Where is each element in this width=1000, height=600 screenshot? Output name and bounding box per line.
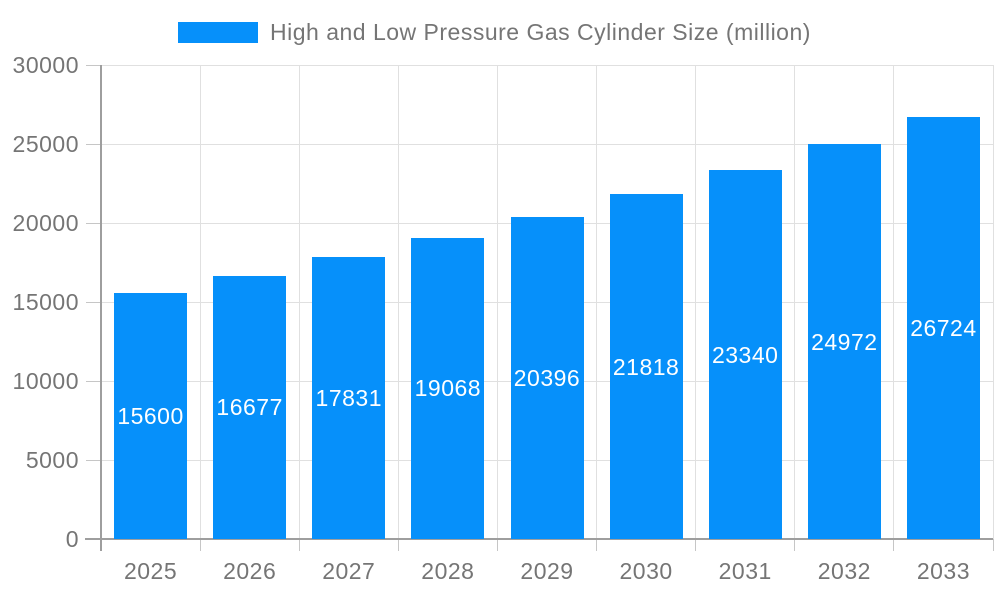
bar-value-label: 15600 [117,402,184,429]
x-tick [397,539,399,551]
chart-legend: High and Low Pressure Gas Cylinder Size … [178,19,811,46]
bar-value-label: 16677 [216,394,283,421]
bar [411,237,485,539]
y-tick-label: 0 [65,526,79,552]
x-tick-label: 2028 [421,558,475,584]
x-tick-label: 2033 [916,558,971,584]
x-gridline [893,65,895,539]
bar-value-label: 26724 [910,314,977,341]
y-tick-label: 30000 [12,52,79,78]
x-tick [496,539,498,551]
bar [609,194,683,539]
y-tick [86,222,101,224]
bar [312,257,386,539]
y-tick-label: 10000 [12,368,79,394]
x-tick-label: 2027 [322,558,376,584]
y-tick [86,459,101,461]
x-tick [992,539,994,551]
legend-swatch [178,22,258,43]
y-tick [86,301,101,303]
x-axis-line [85,538,993,540]
x-tick-label: 2030 [619,558,673,584]
x-tick-label: 2031 [718,558,772,584]
x-gridline [695,65,697,539]
bar-value-label: 20396 [513,364,581,391]
x-tick [298,539,300,551]
x-gridline [298,65,300,539]
bar-value-label: 21818 [612,353,680,380]
y-tick [86,143,101,145]
x-gridline [496,65,498,539]
x-tick [596,539,598,551]
bar [114,292,188,539]
bar [807,144,881,539]
x-tick-label: 2025 [123,558,178,584]
bar [906,116,980,539]
x-gridline [199,65,201,539]
bar [708,170,782,539]
y-axis-line [100,65,102,551]
legend-label: High and Low Pressure Gas Cylinder Size … [270,19,811,45]
x-gridline [397,65,399,539]
bar-value-label: 24972 [811,328,878,355]
y-tick-label: 5000 [25,447,79,473]
bar [213,275,287,539]
bar [510,216,584,539]
bar-value-label: 23340 [711,341,779,368]
y-gridline [101,64,993,66]
x-tick-label: 2029 [520,558,574,584]
x-tick [893,539,895,551]
bar-value-label: 19068 [414,375,482,402]
x-gridline [596,65,598,539]
x-tick-label: 2032 [817,558,871,584]
y-tick [86,380,101,382]
y-tick-label: 20000 [12,210,79,236]
y-tick [86,64,101,66]
x-gridline [992,65,994,539]
y-tick-label: 15000 [12,289,79,315]
y-gridline [101,143,993,145]
x-tick [695,539,697,551]
x-tick-label: 2026 [223,558,277,584]
x-gridline [794,65,796,539]
y-tick-label: 25000 [12,131,79,157]
x-tick [794,539,796,551]
bar-value-label: 17831 [315,385,382,412]
x-tick [199,539,201,551]
